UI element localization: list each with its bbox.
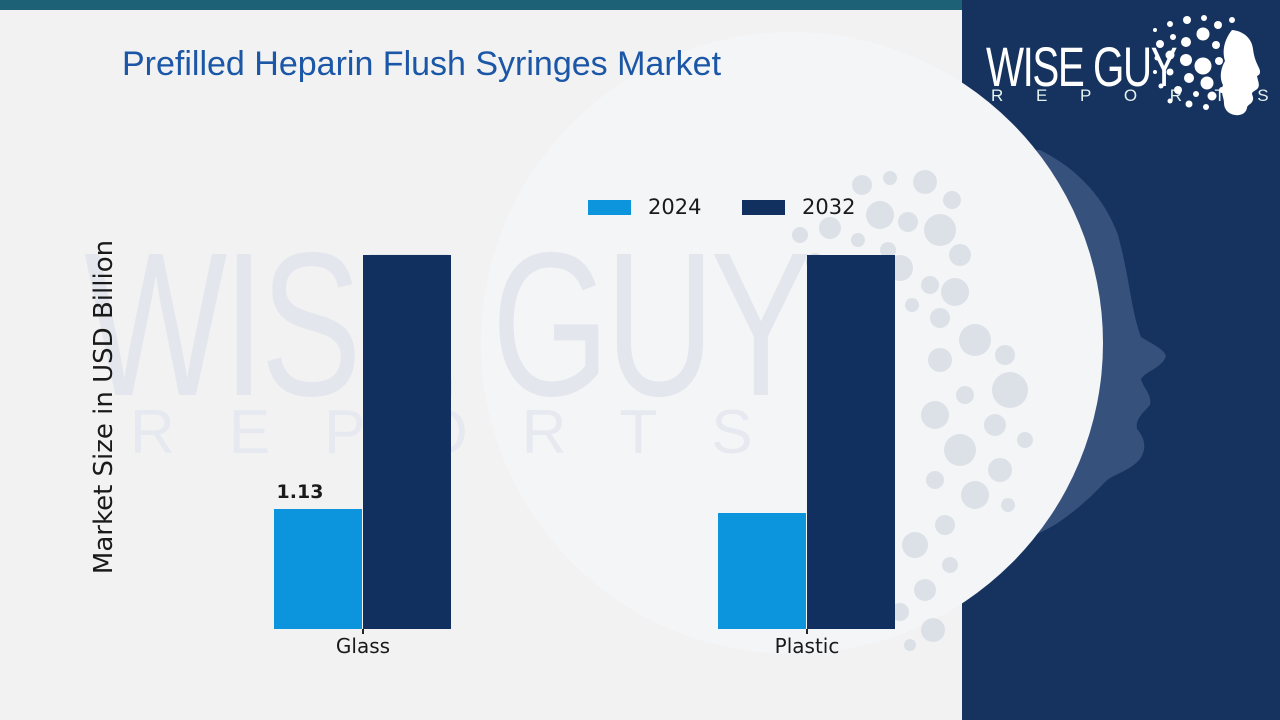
bar-2024-plastic — [718, 513, 806, 629]
y-axis-label: Market Size in USD Billion — [89, 239, 119, 575]
chart-title: Prefilled Heparin Flush Syringes Market — [122, 45, 722, 83]
bar-2024-glass — [274, 509, 362, 629]
legend-item-2032: 2032 — [742, 195, 855, 219]
x-tick-plastic — [806, 629, 808, 634]
bar-2032-glass — [363, 255, 451, 629]
logo-head-icon — [1153, 15, 1261, 116]
legend-swatch-2032 — [742, 199, 785, 215]
logo-wordmark: WISE GUY — [986, 35, 1178, 98]
logo-reports: R E P O R T S — [991, 86, 1280, 105]
bar-2032-plastic — [807, 255, 895, 629]
legend-label-2032: 2032 — [802, 195, 856, 219]
bar-value-label: 1.13 — [276, 481, 324, 503]
bottom-accent-strip — [0, 0, 962, 10]
legend-swatch-2024 — [588, 199, 631, 215]
legend-label-2024: 2024 — [648, 195, 702, 219]
category-label-plastic: Plastic — [774, 634, 840, 658]
legend-item-2024: 2024 — [588, 195, 701, 219]
x-tick-glass — [362, 629, 364, 634]
watermark-reports: REPORTS — [130, 398, 807, 467]
category-label-glass: Glass — [335, 634, 391, 658]
